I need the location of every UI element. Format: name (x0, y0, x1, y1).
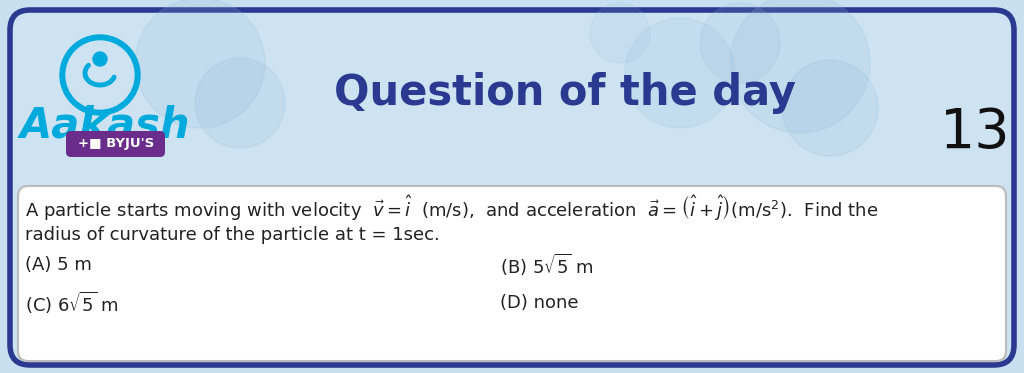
Circle shape (60, 35, 140, 115)
Text: radius of curvature of the particle at t = 1sec.: radius of curvature of the particle at t… (25, 226, 439, 244)
Circle shape (135, 0, 265, 128)
Text: (A) 5 m: (A) 5 m (25, 256, 92, 274)
FancyBboxPatch shape (18, 186, 1006, 361)
Circle shape (782, 60, 878, 156)
Text: (B) $5\sqrt{5}$ m: (B) $5\sqrt{5}$ m (500, 252, 594, 278)
Circle shape (700, 3, 780, 83)
FancyBboxPatch shape (10, 10, 1014, 365)
Circle shape (93, 52, 106, 66)
Circle shape (66, 41, 134, 109)
Circle shape (195, 58, 285, 148)
Text: Aakash: Aakash (19, 104, 190, 146)
Text: (D) none: (D) none (500, 294, 579, 312)
Circle shape (590, 3, 650, 63)
Text: Question of the day: Question of the day (334, 72, 796, 114)
Text: A particle starts moving with velocity  $\vec{v} = \hat{i}$  (m/s),  and acceler: A particle starts moving with velocity $… (25, 194, 879, 223)
Circle shape (625, 18, 735, 128)
Circle shape (730, 0, 870, 133)
Text: 13: 13 (940, 106, 1011, 160)
Text: (C) $6\sqrt{5}$ m: (C) $6\sqrt{5}$ m (25, 290, 119, 316)
Text: +■ BYJU'S: +■ BYJU'S (78, 138, 155, 150)
FancyBboxPatch shape (66, 131, 165, 157)
